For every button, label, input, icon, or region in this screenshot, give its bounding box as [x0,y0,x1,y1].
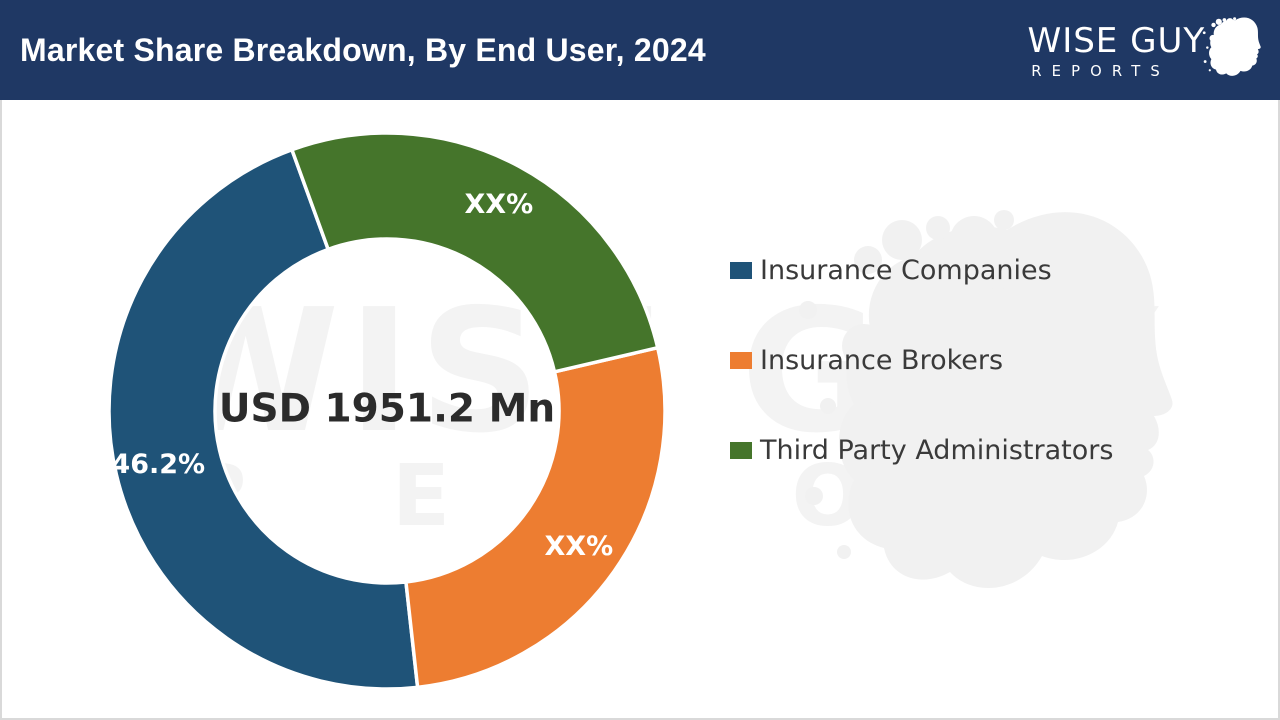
wise-guy-logo: WISE GUY REPORTS [1028,17,1261,80]
page-title: Market Share Breakdown, By End User, 202… [20,31,706,68]
legend-label: Insurance Brokers [760,344,1004,376]
chart-legend: Insurance Companies Insurance Brokers Th… [730,250,1113,520]
slice-label-insurance-brokers: XX% [544,531,613,562]
legend-item-third-party-administrators: Third Party Administrators [730,430,1113,470]
watermark-face-icon [799,210,1173,588]
header-bar: Market Share Breakdown, By End User, 202… [0,0,1280,100]
legend-label: Third Party Administrators [760,434,1114,466]
logo-subtitle: REPORTS [1031,63,1170,80]
donut-center-value: USD 1951.2 Mn [219,387,555,432]
legend-item-insurance-brokers: Insurance Brokers [730,340,1113,380]
legend-swatch-insurance-companies [730,261,752,279]
slice-label-insurance-companies: 46.2% [111,449,205,480]
legend-swatch-third-party-administrators [730,441,752,459]
donut-segment-insurance-brokers [404,345,667,690]
donut-segment-insurance-companies [107,148,420,691]
logo-wordmark: WISE GUY [1028,21,1206,61]
legend-item-insurance-companies: Insurance Companies [730,250,1113,290]
slice-label-third-party-administrators: XX% [464,189,533,220]
chart-panel: WISE GUY R E P O R T S 46.2%XX%XX%USD 19… [0,100,1280,720]
legend-label: Insurance Companies [760,254,1052,286]
donut-segment-third-party-administrators [290,131,660,374]
legend-swatch-insurance-brokers [730,351,752,369]
logo-face-icon [1202,17,1261,76]
donut-chart: 46.2% XX% XX% USD 1951.2 Mn [107,131,667,691]
